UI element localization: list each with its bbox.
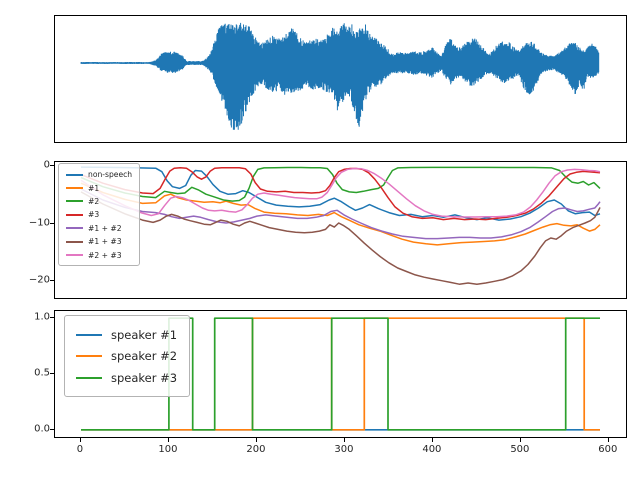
tick-mark <box>50 164 54 166</box>
legend-label: speaker #3 <box>111 370 178 385</box>
legend-line-swatch <box>66 173 83 176</box>
waveform-axes <box>54 15 627 143</box>
legend-entry: #2 <box>66 195 132 208</box>
plot-line <box>80 188 601 240</box>
legend-entry: speaker #3 <box>76 367 177 389</box>
tick-mark <box>50 280 54 282</box>
legend-line-swatch <box>76 355 102 358</box>
legend-line-swatch <box>66 213 83 216</box>
x-tick-label: 600 <box>598 444 618 455</box>
tick-mark <box>255 438 257 442</box>
legend-label: speaker #2 <box>111 349 178 364</box>
legend-entry: #1 + #2 <box>66 222 132 235</box>
legend-entry: #3 <box>66 208 132 221</box>
legend-label: #3 <box>88 210 100 220</box>
y-tick-label: −10 <box>28 217 50 229</box>
y-tick-label: −20 <box>28 274 50 286</box>
legend-line-swatch <box>66 227 83 230</box>
tick-mark <box>50 317 54 319</box>
legend-entry: speaker #1 <box>76 324 177 346</box>
legend-label: #2 + #3 <box>88 250 122 260</box>
plot-line <box>80 191 601 285</box>
legend-line-swatch <box>76 376 102 379</box>
tick-mark <box>50 222 54 224</box>
legend-label: #1 + #2 <box>88 223 122 233</box>
x-tick-label: 100 <box>158 444 178 455</box>
tick-mark <box>519 438 521 442</box>
plot-line <box>80 167 601 218</box>
x-tick-label: 300 <box>334 444 354 455</box>
x-tick-label: 0 <box>76 444 84 455</box>
y-tick-label: 1.0 <box>34 311 50 323</box>
plot-line <box>80 182 601 246</box>
likelihood-legend: non-speech #1 #2 #3 #1 + #2 #1 + #3 #2 + #3 <box>58 163 141 266</box>
legend-label: #1 + #3 <box>88 237 122 247</box>
tick-mark <box>431 438 433 442</box>
legend-entry: #1 + #3 <box>66 235 132 248</box>
legend-entry: non-speech <box>66 168 132 181</box>
likelihood-axes <box>54 161 627 299</box>
legend-entry: speaker #2 <box>76 346 177 368</box>
legend-label: #2 <box>88 196 100 206</box>
legend-entry: #1 <box>66 181 132 194</box>
legend-line-swatch <box>66 254 83 257</box>
legend-line-swatch <box>66 240 83 243</box>
legend-label: speaker #1 <box>111 327 178 342</box>
tick-mark <box>607 438 609 442</box>
y-tick-label: 0 <box>43 159 50 171</box>
tick-mark <box>343 438 345 442</box>
x-tick-label: 200 <box>246 444 266 455</box>
y-tick-label: 0.0 <box>34 423 50 435</box>
tick-mark <box>167 438 169 442</box>
plot-line <box>80 22 600 130</box>
x-tick-label: 400 <box>422 444 442 455</box>
likelihood-plot <box>80 166 601 285</box>
legend-label: non-speech <box>88 170 133 180</box>
waveform-plot <box>80 22 600 130</box>
y-tick-label: 0.5 <box>34 367 50 379</box>
legend-line-swatch <box>66 187 83 190</box>
tick-mark <box>50 373 54 374</box>
legend-line-swatch <box>76 333 102 336</box>
tick-mark <box>50 428 54 430</box>
plot-line <box>80 166 601 221</box>
legend-label: #1 <box>88 183 100 193</box>
legend-entry: #2 + #3 <box>66 248 132 261</box>
x-tick-label: 500 <box>510 444 530 455</box>
tick-mark <box>79 438 81 442</box>
legend-line-swatch <box>66 200 83 203</box>
speaker-legend: speaker #1 speaker #2 speaker #3 <box>64 315 191 397</box>
plot-line <box>80 166 601 202</box>
